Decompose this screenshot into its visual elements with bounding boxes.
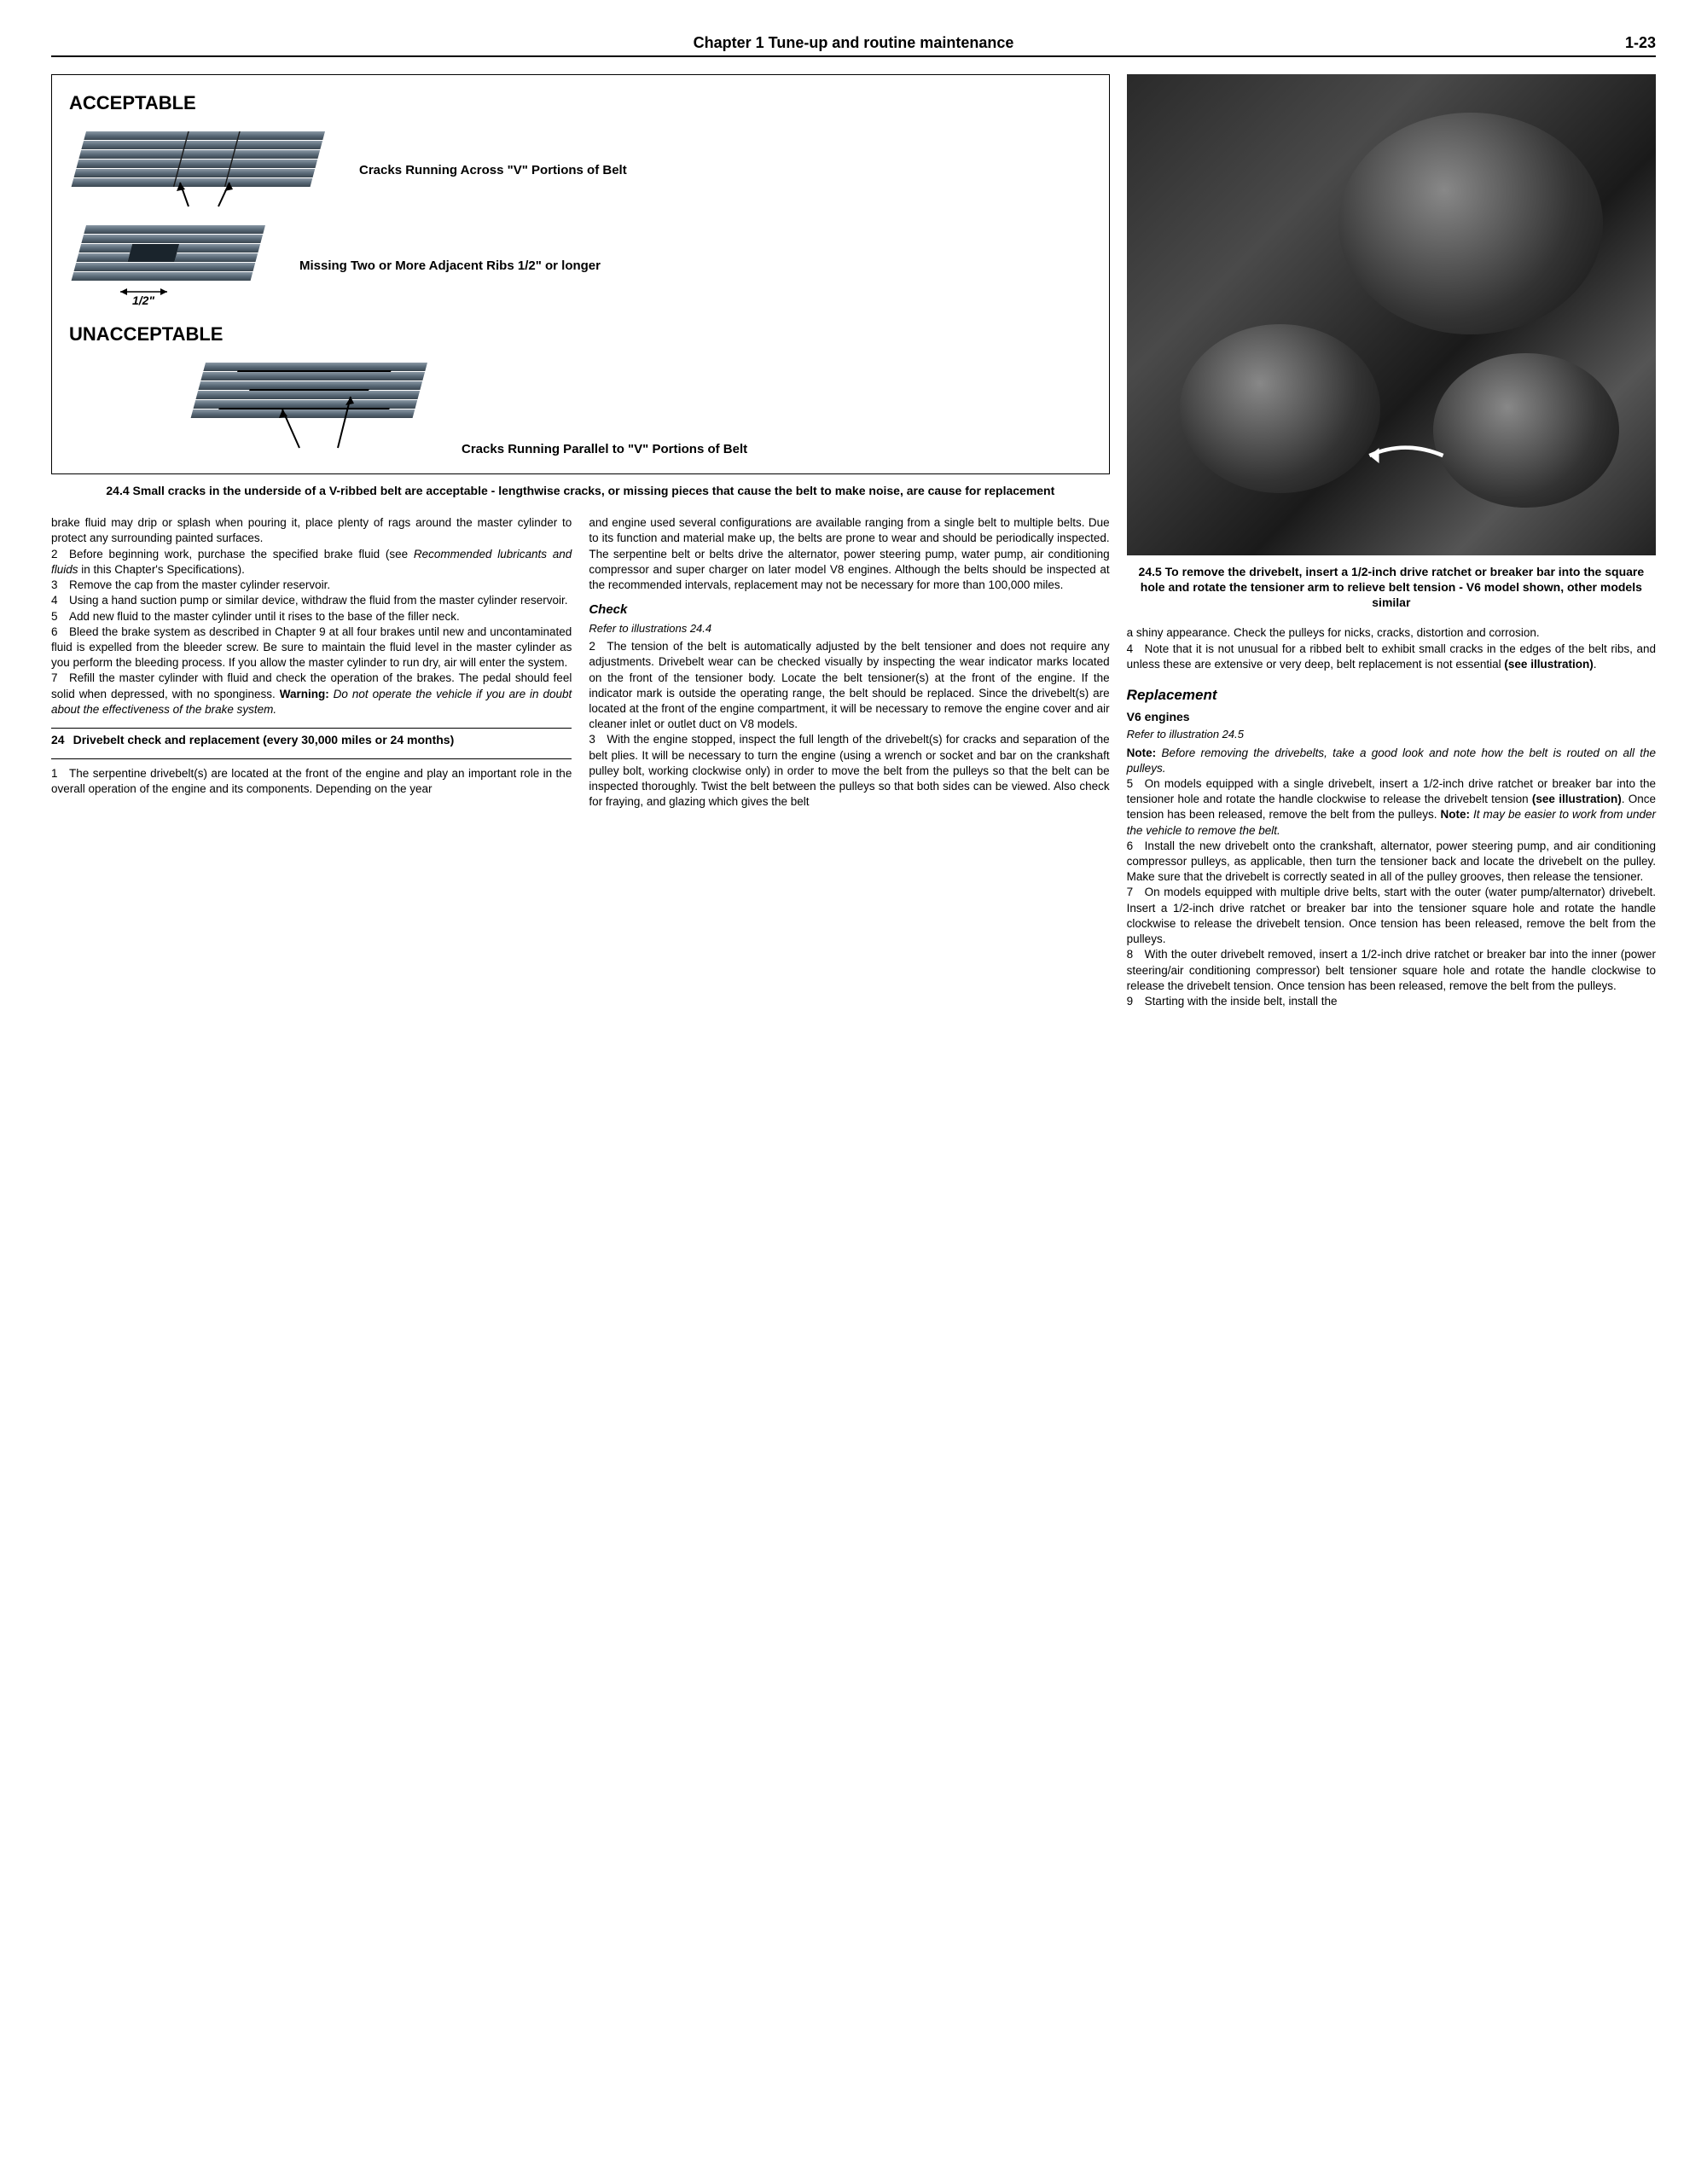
para-24-3-cont: a shiny appearance. Check the pulleys fo… bbox=[1127, 625, 1656, 641]
page-header: Chapter 1 Tune-up and routine maintenanc… bbox=[51, 34, 1656, 57]
right-column-text: a shiny appearance. Check the pulleys fo… bbox=[1127, 625, 1656, 1009]
callout-missing-ribs: Missing Two or More Adjacent Ribs 1/2" o… bbox=[299, 258, 601, 273]
half-inch-label: 1/2" bbox=[132, 293, 154, 306]
figure-24-5-photo bbox=[1127, 74, 1656, 555]
para-24-3: 3 With the engine stopped, inspect the f… bbox=[589, 732, 1109, 810]
section-24-heading: 24 Drivebelt check and replacement (ever… bbox=[51, 732, 572, 748]
para-24-7: 7 On models equipped with multiple drive… bbox=[1127, 885, 1656, 947]
belt-parallel-cracks-icon bbox=[189, 363, 444, 456]
unacceptable-label: UNACCEPTABLE bbox=[69, 323, 1092, 346]
para-24-2: 2 The tension of the belt is automatical… bbox=[589, 639, 1109, 732]
rotate-arrow-icon bbox=[1286, 443, 1524, 468]
figure-24-5-caption: 24.5 To remove the drivebelt, insert a 1… bbox=[1130, 564, 1652, 611]
chapter-title: Chapter 1 Tune-up and routine maintenanc… bbox=[102, 34, 1605, 52]
para-24-8: 8 With the outer drivebelt removed, inse… bbox=[1127, 947, 1656, 994]
para-24-1: 1 The serpentine drivebelt(s) are locate… bbox=[51, 766, 572, 797]
para-23-3: 3 Remove the cap from the master cylinde… bbox=[51, 578, 572, 593]
para-24-1-cont: and engine used several configurations a… bbox=[589, 515, 1109, 593]
check-subhead: Check bbox=[589, 601, 1109, 619]
callout-cracks-across: Cracks Running Across "V" Portions of Be… bbox=[359, 163, 627, 177]
section-divider bbox=[51, 758, 572, 759]
replacement-note: Note: Before removing the drivebelts, ta… bbox=[1127, 746, 1656, 776]
check-refer: Refer to illustrations 24.4 bbox=[589, 621, 1109, 636]
page-number: 1-23 bbox=[1605, 34, 1656, 52]
figure-24-4: ACCEPTABLE bbox=[51, 74, 1110, 474]
page-content: ACCEPTABLE bbox=[51, 74, 1656, 1009]
replacement-subhead: Replacement bbox=[1127, 686, 1656, 706]
para-23-4: 4 Using a hand suction pump or similar d… bbox=[51, 593, 572, 608]
para-24-5: 5 On models equipped with a single drive… bbox=[1127, 776, 1656, 839]
para-23-6: 6 Bleed the brake system as described in… bbox=[51, 624, 572, 671]
acceptable-label: ACCEPTABLE bbox=[69, 92, 1092, 114]
para-24-9: 9 Starting with the inside belt, install… bbox=[1127, 994, 1656, 1009]
para-23-5: 5 Add new fluid to the master cylinder u… bbox=[51, 609, 572, 624]
section-divider bbox=[51, 728, 572, 729]
belt-acceptable-icon bbox=[69, 131, 342, 208]
v6-refer: Refer to illustration 24.5 bbox=[1127, 727, 1656, 742]
figure-24-4-caption: 24.4 Small cracks in the underside of a … bbox=[85, 483, 1076, 498]
belt-missing-ribs-icon: 1/2" bbox=[69, 225, 282, 306]
para-24-6: 6 Install the new drivebelt onto the cra… bbox=[1127, 839, 1656, 886]
para-23-2: 2 Before beginning work, purchase the sp… bbox=[51, 547, 572, 578]
callout-cracks-parallel: Cracks Running Parallel to "V" Portions … bbox=[462, 442, 747, 456]
para-23-7: 7 Refill the master cylinder with fluid … bbox=[51, 671, 572, 717]
para-brake-intro: brake fluid may drip or splash when pour… bbox=[51, 515, 572, 546]
body-columns: brake fluid may drip or splash when pour… bbox=[51, 515, 1110, 810]
para-24-4: 4 Note that it is not unusual for a ribb… bbox=[1127, 642, 1656, 672]
v6-subhead: V6 engines bbox=[1127, 709, 1656, 725]
